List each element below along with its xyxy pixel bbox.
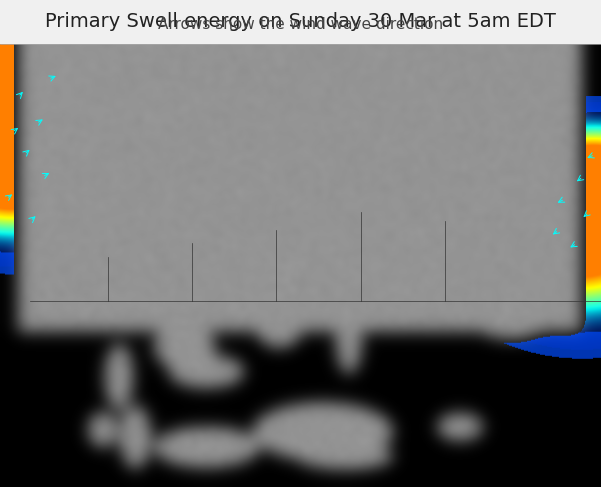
Text: Arrows show the wind wave direction: Arrows show the wind wave direction (158, 17, 443, 32)
Text: Primary Swell energy on Sunday 30 Mar at 5am EDT: Primary Swell energy on Sunday 30 Mar at… (45, 12, 556, 31)
